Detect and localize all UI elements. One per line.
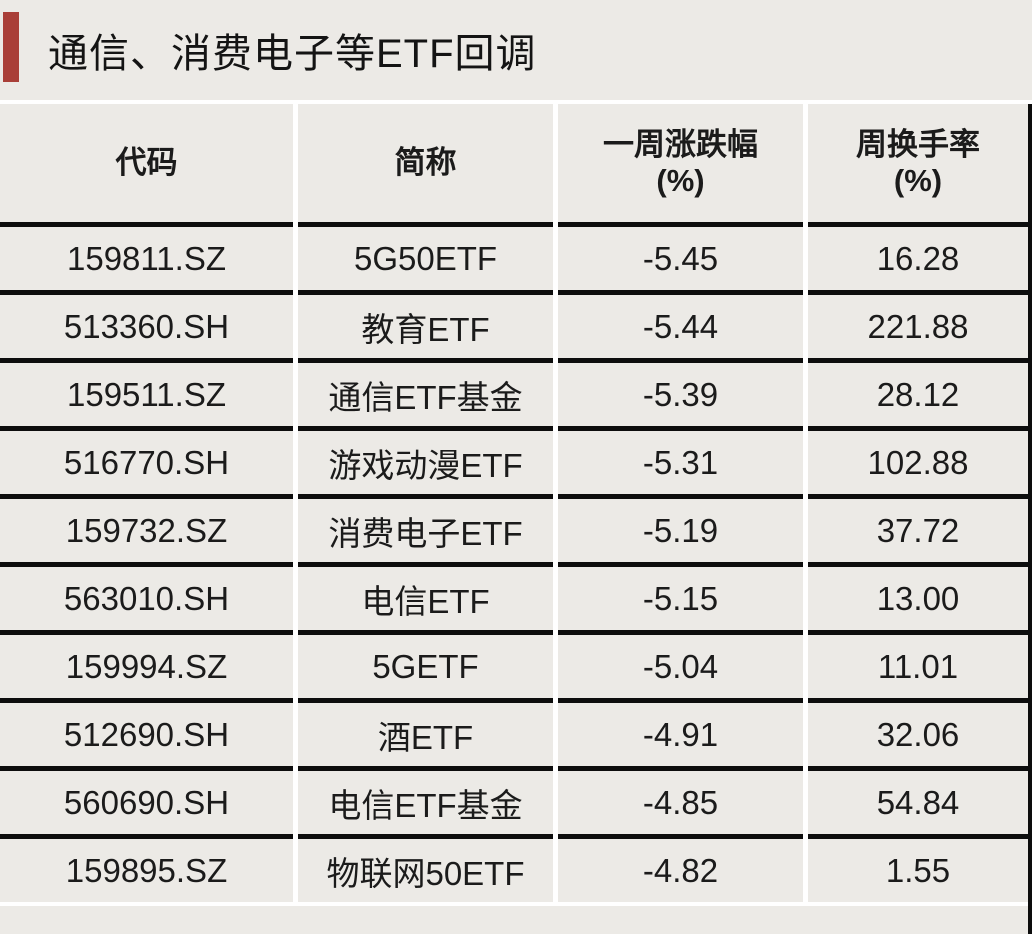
table-cell-r0-c3: 16.28: [808, 222, 1028, 290]
table-cell-r7-c0: 512690.SH: [0, 698, 293, 766]
table-cell-r0-c2: -5.45: [558, 222, 803, 290]
column-header-3: 周换手率 (%): [808, 104, 1028, 222]
table-cell-r8-c3: 54.84: [808, 766, 1028, 834]
table-cell-r0-c1: 5G50ETF: [298, 222, 553, 290]
table-cell-r4-c1: 消费电子ETF: [298, 494, 553, 562]
title-accent-bar: [3, 12, 19, 82]
table-cell-r5-c0: 563010.SH: [0, 562, 293, 630]
footer-band: [0, 906, 1028, 934]
table-cell-r6-c2: -5.04: [558, 630, 803, 698]
column-header-0: 代码: [0, 104, 293, 222]
table-cell-r9-c1: 物联网50ETF: [298, 834, 553, 902]
table-cell-r6-c3: 11.01: [808, 630, 1028, 698]
table-cell-r4-c3: 37.72: [808, 494, 1028, 562]
table-cell-r3-c1: 游戏动漫ETF: [298, 426, 553, 494]
table-cell-r1-c2: -5.44: [558, 290, 803, 358]
table-cell-r3-c3: 102.88: [808, 426, 1028, 494]
table-cell-r7-c2: -4.91: [558, 698, 803, 766]
table-cell-r8-c1: 电信ETF基金: [298, 766, 553, 834]
table-cell-r0-c0: 159811.SZ: [0, 222, 293, 290]
table-cell-r9-c3: 1.55: [808, 834, 1028, 902]
page-title: 通信、消费电子等ETF回调: [48, 32, 537, 76]
table-cell-r8-c2: -4.85: [558, 766, 803, 834]
table-cell-r1-c3: 221.88: [808, 290, 1028, 358]
column-header-1: 简称: [298, 104, 553, 222]
table-cell-r3-c0: 516770.SH: [0, 426, 293, 494]
table-cell-r4-c2: -5.19: [558, 494, 803, 562]
table-cell-r7-c1: 酒ETF: [298, 698, 553, 766]
table-cell-r7-c3: 32.06: [808, 698, 1028, 766]
table-cell-r9-c0: 159895.SZ: [0, 834, 293, 902]
table-cell-r2-c0: 159511.SZ: [0, 358, 293, 426]
table-cell-r6-c1: 5GETF: [298, 630, 553, 698]
table-cell-r2-c1: 通信ETF基金: [298, 358, 553, 426]
table-cell-r1-c1: 教育ETF: [298, 290, 553, 358]
table-cell-r2-c2: -5.39: [558, 358, 803, 426]
column-header-2: 一周涨跌幅 (%): [558, 104, 803, 222]
table-cell-r3-c2: -5.31: [558, 426, 803, 494]
table-cell-r1-c0: 513360.SH: [0, 290, 293, 358]
table-cell-r8-c0: 560690.SH: [0, 766, 293, 834]
table-cell-r5-c2: -5.15: [558, 562, 803, 630]
table-cell-r4-c0: 159732.SZ: [0, 494, 293, 562]
title-bar: 通信、消费电子等ETF回调: [0, 0, 1032, 100]
table-cell-r9-c2: -4.82: [558, 834, 803, 902]
etf-table-wrap: 代码 简称 一周涨跌幅 (%) 周换手率 (%) 159811.SZ 5G50ETF -5.45…: [0, 104, 1032, 934]
table-cell-r5-c3: 13.00: [808, 562, 1028, 630]
etf-table: 代码 简称 一周涨跌幅 (%) 周换手率 (%) 159811.SZ 5G50ETF -5.45…: [0, 104, 1028, 902]
table-cell-r2-c3: 28.12: [808, 358, 1028, 426]
table-cell-r5-c1: 电信ETF: [298, 562, 553, 630]
table-cell-r6-c0: 159994.SZ: [0, 630, 293, 698]
